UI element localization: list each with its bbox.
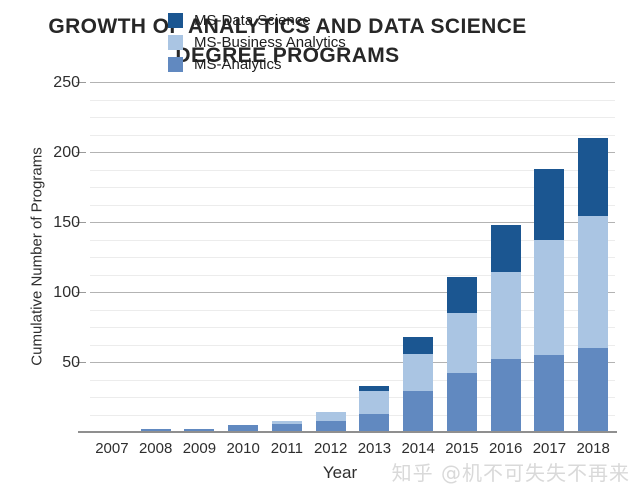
- bar-2014: [403, 336, 434, 432]
- bar-segment-2013-ms-analytics: [359, 413, 390, 432]
- bar-segment-2016-ms-analytics: [490, 359, 521, 432]
- bar-segment-2018-ms-business-analytics: [578, 216, 609, 348]
- y-axis-tick-label: 50: [62, 354, 80, 371]
- bar-segment-2017-ms-analytics: [534, 355, 565, 432]
- gridline-minor: [90, 274, 615, 276]
- x-axis-tick-label: 2007: [95, 440, 129, 457]
- legend-label-analytics: MS-Analytics: [194, 55, 282, 73]
- gridline-minor: [90, 117, 615, 118]
- x-axis-line: [78, 431, 617, 433]
- bar-segment-2017-ms-data-science: [534, 168, 565, 241]
- y-axis-tick-label: 200: [53, 144, 80, 161]
- legend-item-business-analytics: MS-Business Analytics: [168, 31, 346, 53]
- legend-swatch-analytics: [168, 56, 183, 72]
- gridline-minor: [90, 344, 615, 346]
- watermark: 知乎 @机不可失失不再来: [391, 461, 630, 485]
- x-axis-tick-label: 2018: [576, 440, 610, 457]
- gridline-minor: [90, 204, 615, 206]
- legend: MS-Data Science MS-Business Analytics MS…: [168, 9, 346, 75]
- x-axis-tick-label: 2016: [488, 440, 523, 457]
- gridline-major: [90, 222, 615, 223]
- bar-2011: [271, 420, 302, 432]
- bar-2016: [490, 224, 521, 432]
- x-axis-title: Year: [322, 463, 358, 482]
- bar-2012: [315, 412, 346, 432]
- plot-area: [76, 82, 615, 432]
- gridline-major: [90, 82, 615, 83]
- y-axis-tick-label: 150: [53, 214, 80, 231]
- y-tick: [76, 82, 86, 83]
- legend-item-data-science: MS-Data Science: [168, 9, 346, 31]
- bar-2015: [446, 276, 477, 432]
- x-axis-tick-label: 2009: [182, 440, 217, 457]
- x-axis-tick-label: 2017: [532, 440, 567, 457]
- gridline-minor: [90, 187, 615, 188]
- gridline-major: [90, 292, 615, 293]
- bar-segment-2013-ms-business-analytics: [359, 391, 390, 414]
- bar-segment-2018-ms-data-science: [578, 138, 609, 217]
- gridline-minor: [90, 99, 615, 101]
- bar-segment-2015-ms-business-analytics: [446, 313, 477, 374]
- y-axis-tick-label: 250: [53, 74, 80, 91]
- gridline-minor: [90, 397, 615, 398]
- chart-title: GROWTH OF ANALYTICS AND DATA SCIENCE DEG…: [0, 12, 575, 71]
- x-axis-tick-label: 2015: [445, 440, 479, 457]
- gridline-minor: [90, 414, 615, 416]
- x-axis-tick-label: 2012: [313, 440, 348, 457]
- bar-2010: [228, 425, 259, 432]
- y-axis-tick-label: 100: [53, 284, 80, 301]
- bar-2008: [140, 429, 171, 432]
- y-tick: [76, 362, 86, 363]
- bar-segment-2014-ms-business-analytics: [403, 353, 434, 392]
- bar-segment-2010-ms-analytics: [228, 425, 259, 432]
- bar-segment-2012-ms-analytics: [315, 420, 346, 432]
- legend-item-analytics: MS-Analytics: [168, 53, 346, 75]
- gridline-minor: [90, 239, 615, 241]
- bar-segment-2009-ms-analytics: [184, 429, 215, 432]
- bar-segment-2016-ms-business-analytics: [490, 272, 521, 360]
- chart-title-line1: GROWTH OF ANALYTICS AND DATA SCIENCE: [48, 15, 527, 38]
- bar-segment-2018-ms-analytics: [578, 348, 609, 432]
- y-tick: [76, 152, 86, 153]
- bar-segment-2012-ms-business-analytics: [315, 412, 346, 421]
- legend-swatch-data-science: [168, 12, 183, 28]
- x-axis-tick-label: 2011: [270, 440, 303, 457]
- bar-2017: [534, 168, 565, 432]
- bar-2013: [359, 385, 390, 432]
- bar-segment-2011-ms-business-analytics: [271, 420, 302, 424]
- bar-segment-2014-ms-data-science: [403, 336, 434, 354]
- gridline-major: [90, 362, 615, 363]
- bar-segment-2016-ms-data-science: [490, 224, 521, 273]
- x-axis-tick-label: 2013: [357, 440, 392, 457]
- gridline-major: [90, 152, 615, 153]
- bar-2009: [184, 429, 215, 432]
- gridline-minor: [90, 309, 615, 311]
- x-axis-tick-label: 2008: [138, 440, 173, 457]
- legend-swatch-business-analytics: [168, 34, 183, 50]
- chart-title-line2: DEGREE PROGRAMS: [175, 44, 400, 68]
- gridline-minor: [90, 169, 615, 171]
- x-axis-tick-label: 2014: [401, 440, 435, 457]
- bar-segment-2017-ms-business-analytics: [534, 240, 565, 355]
- bar-segment-2008-ms-analytics: [140, 429, 171, 432]
- y-axis-title: Cumulative Number of Programs: [28, 147, 46, 366]
- bar-segment-2013-ms-data-science: [359, 385, 390, 392]
- bar-segment-2014-ms-analytics: [403, 391, 434, 432]
- y-tick: [76, 292, 86, 293]
- legend-label-data-science: MS-Data Science: [194, 11, 311, 29]
- y-tick: [76, 222, 86, 223]
- x-axis-tick-label: 2010: [226, 440, 260, 457]
- gridline-minor: [90, 327, 615, 328]
- gridline-minor: [90, 379, 615, 381]
- bar-segment-2011-ms-analytics: [271, 423, 302, 432]
- gridline-minor: [90, 134, 615, 136]
- bar-segment-2015-ms-data-science: [446, 276, 477, 313]
- bar-segment-2015-ms-analytics: [446, 373, 477, 432]
- gridline-minor: [90, 257, 615, 258]
- bar-2018: [578, 138, 609, 432]
- legend-label-business-analytics: MS-Business Analytics: [194, 33, 346, 51]
